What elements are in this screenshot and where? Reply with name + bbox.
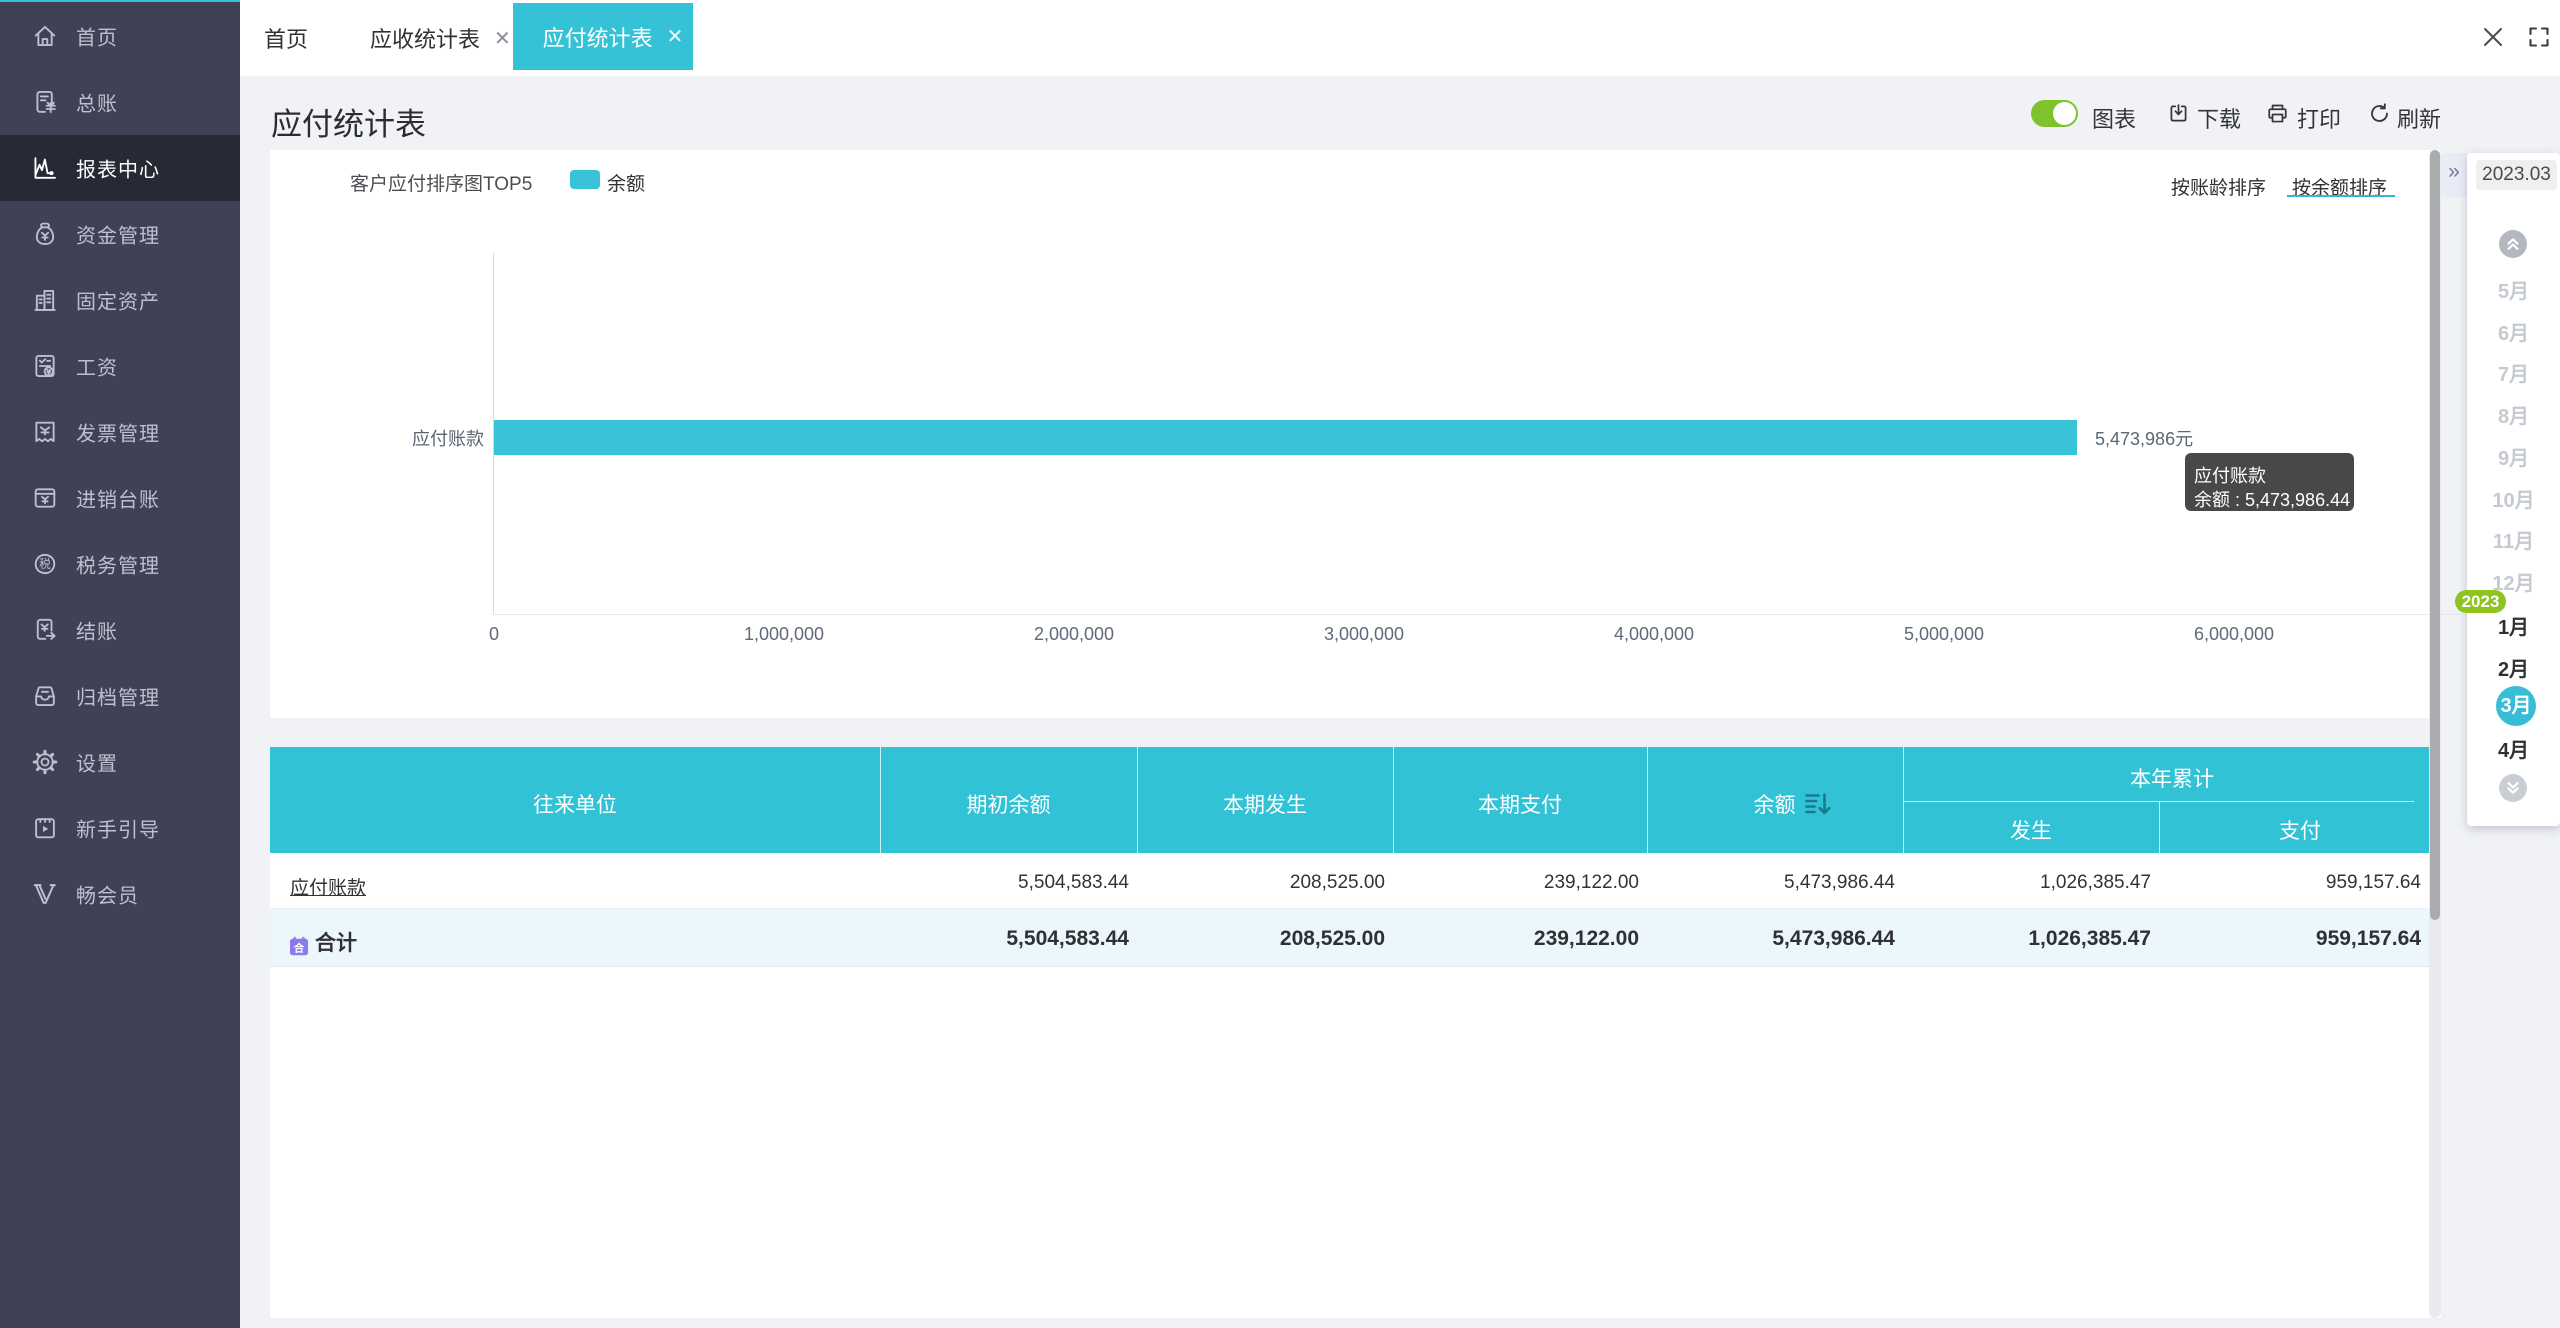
svg-text:合: 合	[293, 941, 305, 954]
svg-text:税: 税	[39, 557, 51, 571]
